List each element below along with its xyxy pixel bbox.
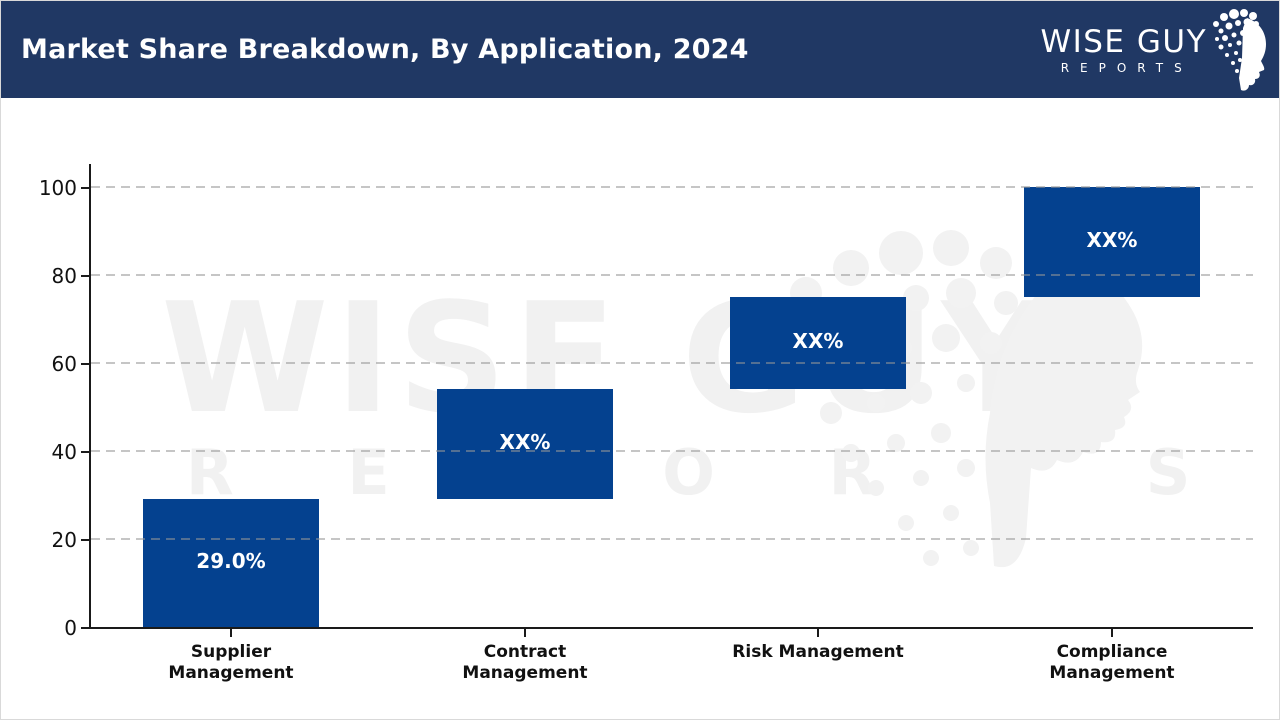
logo-head-icon [1213, 8, 1266, 91]
y-tick-60 [81, 363, 89, 365]
logo-wordmark-text: WISE GUY [1040, 23, 1207, 60]
brand-logo: WISE GUY REPORTS [1040, 8, 1267, 92]
bar-value-label: XX% [1086, 228, 1138, 252]
bar-value-label: XX% [499, 430, 551, 455]
x-tick-supplier-management [230, 629, 232, 637]
y-tick-label: 0 [64, 616, 77, 640]
gridline-80 [91, 274, 1253, 276]
y-tick-label: 40 [51, 440, 77, 464]
gridline-100 [91, 186, 1253, 188]
y-tick-80 [81, 275, 89, 277]
y-tick-20 [81, 539, 89, 541]
bar-supplier-management [143, 499, 319, 627]
bar-value-label: 29.0% [196, 549, 266, 574]
x-tick-compliance-management [1111, 629, 1113, 637]
bar-value-label: XX% [792, 329, 844, 354]
y-tick-label: 80 [51, 264, 77, 288]
logo-subtitle-text: REPORTS [1060, 60, 1193, 75]
x-tick-label-compliance-management: Compliance Management [1049, 642, 1175, 683]
header: Market Share Breakdown, By Application, … [1, 1, 1279, 98]
y-tick-label: 20 [51, 528, 77, 552]
x-tick-label-contract-management: Contract Management [462, 642, 588, 683]
y-tick-40 [81, 451, 89, 453]
y-tick-label: 100 [38, 176, 77, 200]
gridline-40 [91, 450, 1253, 452]
plot: 0 20 40 60 80 100 29.0% Supplier Management XX% Co… [1, 98, 1279, 719]
chart-title: Market Share Breakdown, By Application, … [21, 34, 749, 65]
x-tick-label-supplier-management: Supplier Management [168, 642, 294, 683]
x-axis-line [89, 627, 1253, 629]
chart-area: WISE GUY R E P O R T S 0 20 40 60 80 [1, 98, 1279, 719]
y-tick-100 [81, 187, 89, 189]
y-tick-label: 60 [51, 352, 77, 376]
logo-wordmark: WISE GUY REPORTS [1040, 25, 1207, 75]
x-tick-label-risk-management: Risk Management [732, 642, 904, 662]
x-tick-risk-management [817, 629, 819, 637]
gridline-60 [91, 362, 1253, 364]
gridline-20 [91, 538, 1253, 540]
x-tick-contract-management [524, 629, 526, 637]
bar-contract-management [437, 389, 613, 500]
y-tick-0 [81, 627, 89, 629]
y-axis-line [89, 164, 91, 629]
